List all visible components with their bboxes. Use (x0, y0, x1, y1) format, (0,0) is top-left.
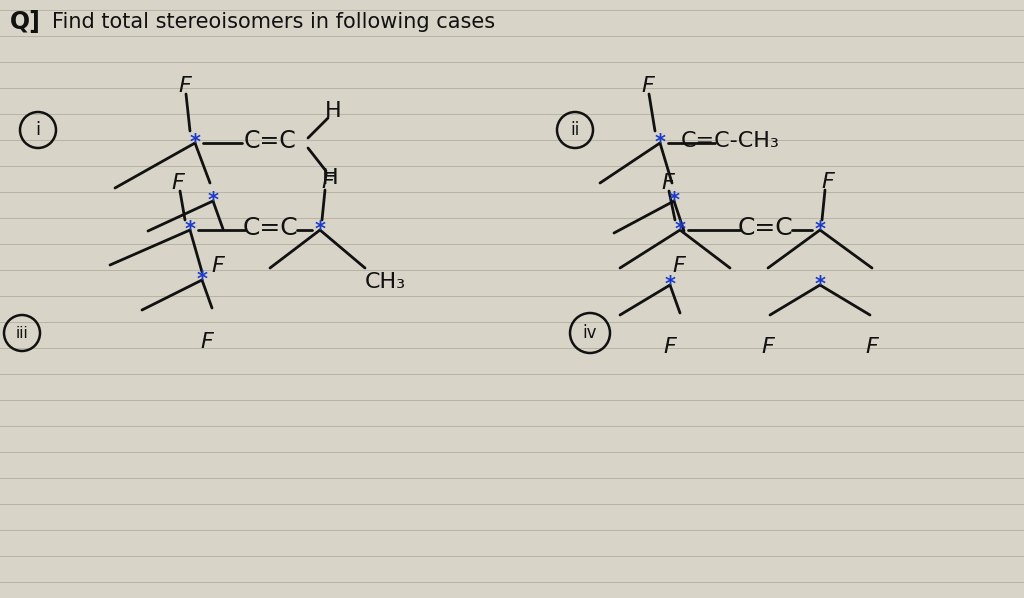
Text: F: F (212, 256, 224, 276)
Text: *: * (814, 220, 825, 240)
Text: *: * (669, 191, 680, 211)
Text: *: * (654, 133, 666, 153)
Text: C=C: C=C (737, 216, 793, 240)
Text: C=C: C=C (243, 216, 298, 240)
Text: H: H (325, 101, 341, 121)
Text: F: F (178, 76, 191, 96)
Text: C=C: C=C (244, 129, 296, 153)
Text: F: F (172, 173, 184, 193)
Text: Find total stereoisomers in following cases: Find total stereoisomers in following ca… (52, 12, 496, 32)
Text: *: * (184, 220, 196, 240)
Text: C=C-CH₃: C=C-CH₃ (681, 131, 779, 151)
Text: *: * (665, 275, 676, 295)
Text: F: F (664, 337, 677, 357)
Text: iv: iv (583, 324, 597, 342)
Text: *: * (675, 220, 685, 240)
Text: Q]: Q] (10, 10, 41, 34)
Text: F: F (865, 337, 879, 357)
Text: F: F (201, 332, 213, 352)
Text: F: F (642, 76, 654, 96)
Text: *: * (189, 133, 201, 153)
Text: F: F (821, 172, 835, 192)
Text: F: F (322, 172, 335, 192)
Text: iii: iii (15, 325, 29, 340)
Text: ii: ii (570, 121, 580, 139)
Text: i: i (36, 121, 41, 139)
Text: F: F (762, 337, 774, 357)
Text: *: * (314, 220, 326, 240)
Text: CH₃: CH₃ (365, 272, 406, 292)
Text: *: * (814, 275, 825, 295)
Text: *: * (208, 191, 218, 211)
Text: *: * (197, 270, 208, 290)
Text: H: H (322, 168, 338, 188)
Text: F: F (673, 256, 685, 276)
Text: F: F (662, 173, 675, 193)
